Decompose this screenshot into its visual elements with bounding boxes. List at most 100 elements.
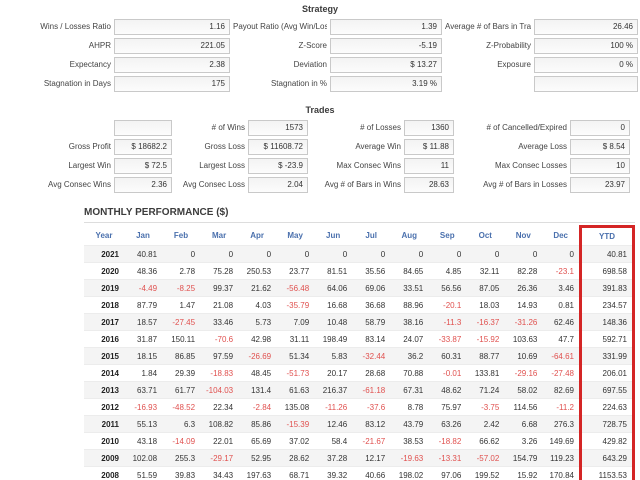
month-value-cell: 32.11 (479, 266, 500, 276)
metric-label: Max Consec Wins (336, 161, 401, 170)
year-cell: 2009 (101, 453, 119, 463)
monthly-performance-table: Year Jan Feb Mar Apr May Jun Jul Aug Sep Oct Nov Dec… (84, 225, 635, 480)
table-row: 2014 1.84 29.39 -18.83 48.45 -51.73 20.17 28.68… (84, 364, 635, 382)
month-value-cell: 197.63 (246, 470, 272, 480)
month-value-cell: 33.46 (213, 317, 234, 327)
col-header-may: May (287, 231, 303, 241)
month-value-cell: 64.06 (327, 283, 348, 293)
month-value-cell: 87.05 (479, 283, 500, 293)
month-value-cell: 28.68 (365, 368, 386, 378)
month-value-cell: -29.16 (514, 368, 538, 378)
metric-label: Largest Win (68, 161, 111, 170)
ytd-value-cell: 40.81 (579, 245, 635, 263)
month-value-cell: 0 (418, 249, 424, 259)
month-value-cell: -18.82 (438, 436, 462, 446)
year-cell: 2018 (101, 300, 119, 310)
metric-value: $ 11608.72 (248, 139, 308, 155)
metric-label: Payout Ratio (Avg Win/Loss) (233, 22, 327, 31)
month-value-cell: 35.56 (365, 266, 386, 276)
year-cell: 2019 (101, 283, 119, 293)
month-value-cell: 0 (494, 249, 500, 259)
month-value-cell: 255.3 (175, 453, 196, 463)
metric-label: Average Win (355, 142, 401, 151)
month-value-cell: 62.46 (553, 317, 574, 327)
strategy-section-title: Strategy (301, 4, 338, 14)
month-value-cell: 88.77 (479, 351, 500, 361)
trades-metrics-grid: # of Wins 1573 # of Losses 1360 # of Cancell… (3, 120, 638, 193)
table-row: 2019 -4.49 -8.25 99.37 21.62 -56.48 64.06 69.06… (84, 279, 635, 297)
metric-value: 2.04 (248, 177, 308, 193)
metric-label: Expectancy (69, 60, 111, 69)
month-value-cell: 18.15 (137, 351, 158, 361)
month-value-cell: -0.01 (443, 368, 462, 378)
month-value-cell: 0 (190, 249, 196, 259)
month-value-cell: 102.08 (132, 453, 158, 463)
col-header-jun: Jun (326, 231, 341, 241)
table-row: 2021 40.81 0 0 0 0 0 0 0 0 0 0 0 40.81 (84, 245, 635, 263)
month-value-cell: 0 (569, 249, 574, 259)
month-value-cell: 10.69 (517, 351, 538, 361)
table-row: 2009 102.08 255.3 -29.17 52.95 28.62 37.28 12.1… (84, 449, 635, 467)
metric-value: 221.05 (114, 38, 230, 54)
year-cell: 2016 (101, 334, 119, 344)
month-value-cell: -33.87 (438, 334, 462, 344)
month-value-cell: 24.07 (403, 334, 424, 344)
month-value-cell: 250.53 (246, 266, 272, 276)
metric-label: Avg Consec Wins (48, 180, 111, 189)
strategy-metrics-grid: Wins / Losses Ratio 1.16 Payout Ratio (Avg… (3, 19, 638, 92)
month-value-cell: 68.71 (289, 470, 310, 480)
month-value-cell: 198.02 (398, 470, 424, 480)
month-value-cell: 36.68 (365, 300, 386, 310)
month-value-cell: 52.95 (251, 453, 272, 463)
month-value-cell: -8.25 (176, 283, 196, 293)
metric-label: Z-Score (298, 41, 327, 50)
month-value-cell: 58.02 (517, 385, 538, 395)
month-value-cell: 65.69 (251, 436, 272, 446)
metric-value: 11 (404, 158, 454, 174)
month-value-cell: -57.02 (476, 453, 500, 463)
metric-value: $ 18682.2 (114, 139, 172, 155)
col-header-feb: Feb (173, 231, 189, 241)
month-value-cell: 0.81 (558, 300, 574, 310)
month-value-cell: -11.2 (556, 402, 574, 412)
month-value-cell: 88.96 (403, 300, 424, 310)
month-value-cell: -51.73 (286, 368, 310, 378)
month-value-cell: -35.79 (286, 300, 310, 310)
month-value-cell: -23.1 (555, 266, 574, 276)
table-row: 2017 18.57 -27.45 33.46 5.73 7.09 10.48 58.79 38… (84, 313, 635, 331)
month-value-cell: 2.78 (179, 266, 196, 276)
metric-label: Stagnation in Days (43, 79, 111, 88)
month-value-cell: -37.6 (366, 402, 386, 412)
col-header-sep: Sep (439, 231, 455, 241)
month-value-cell: 131.4 (251, 385, 272, 395)
ytd-value-cell: 224.63 (579, 398, 635, 416)
col-header-apr: Apr (250, 231, 264, 241)
month-value-cell: -13.31 (438, 453, 462, 463)
month-value-cell: -14.09 (172, 436, 196, 446)
year-cell: 2014 (101, 368, 119, 378)
month-value-cell: 0 (342, 249, 348, 259)
month-value-cell: 43.18 (137, 436, 158, 446)
month-value-cell: 2.42 (483, 419, 500, 429)
col-header-aug: Aug (401, 231, 418, 241)
metric-value: 1573 (248, 120, 308, 136)
month-value-cell: -3.75 (481, 402, 500, 412)
month-value-cell: 66.62 (479, 436, 500, 446)
metric-label: Gross Profit (68, 142, 111, 151)
metric-value: 0 % (534, 57, 638, 73)
month-value-cell: 61.63 (289, 385, 310, 395)
metric-label: Avg # of Bars in Losses (483, 180, 567, 189)
metric-value: $ 13.27 (330, 57, 442, 73)
month-value-cell: 99.37 (213, 283, 234, 293)
month-value-cell: 22.34 (213, 402, 234, 412)
month-value-cell: 8.78 (407, 402, 424, 412)
metric-value: 100 % (534, 38, 638, 54)
month-value-cell: 149.69 (549, 436, 574, 446)
month-value-cell: 5.83 (331, 351, 348, 361)
table-row: 2018 87.79 1.47 21.08 4.03 -35.79 16.68 36.68 88… (84, 296, 635, 314)
month-value-cell: 6.68 (521, 419, 538, 429)
table-row: 2015 18.15 86.85 97.59 -26.69 51.34 5.83 -32.44… (84, 347, 635, 365)
month-value-cell: 70.88 (403, 368, 424, 378)
month-value-cell: 63.71 (137, 385, 158, 395)
month-value-cell: 38.16 (403, 317, 424, 327)
